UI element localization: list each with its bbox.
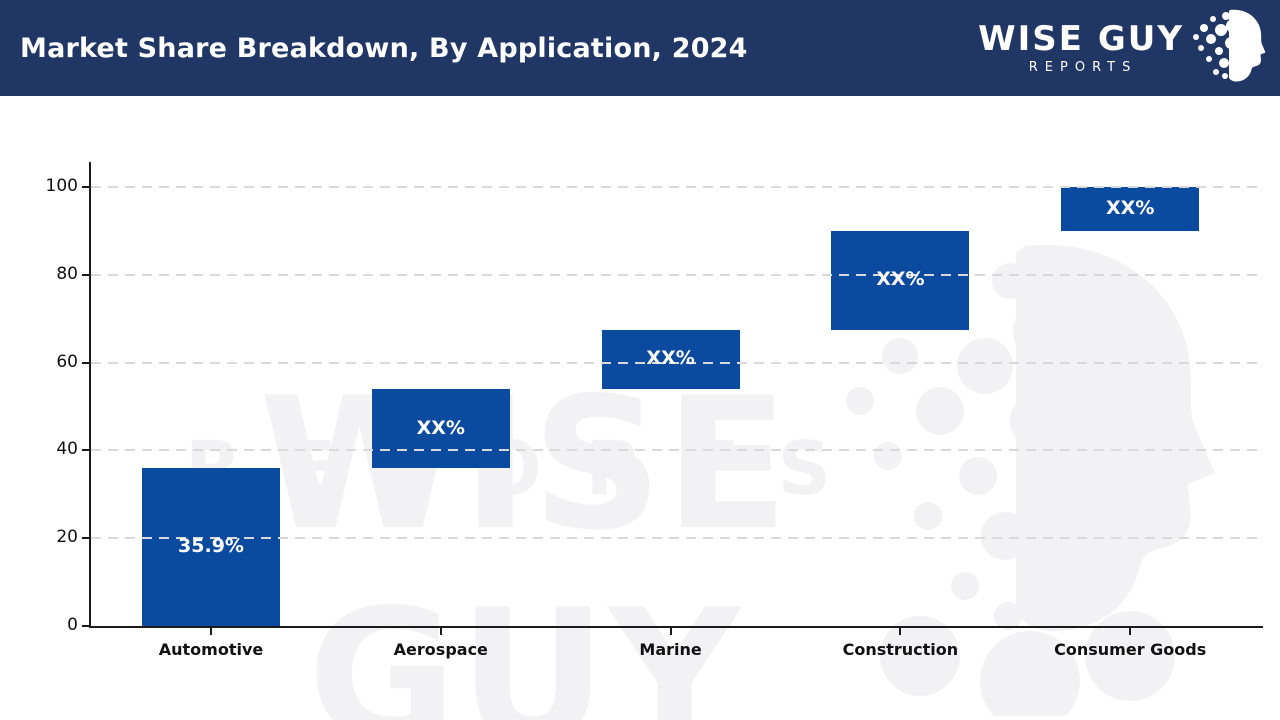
page-title: Market Share Breakdown, By Application, …	[20, 32, 748, 64]
x-axis-category-label: Construction	[842, 640, 959, 659]
x-tick	[899, 628, 902, 635]
bar-consumer-goods	[1061, 187, 1200, 231]
x-tick	[210, 628, 212, 635]
y-tick	[82, 361, 90, 364]
watermark-wordmark: WISE GUY	[259, 358, 791, 720]
y-tick	[82, 186, 90, 188]
gridline-100	[91, 186, 1262, 188]
y-tick	[82, 537, 90, 540]
x-tick	[439, 628, 442, 635]
chart-area: WISE GUY REPORTS 35.9% Automotive XX% Aeros…	[0, 96, 1280, 720]
gridline-60	[91, 361, 1262, 364]
bar-value-label: XX%	[416, 416, 465, 439]
gridline-20	[91, 537, 1262, 540]
logo-text: WISE GUY REPORTS	[978, 22, 1184, 74]
bar-aerospace	[371, 388, 510, 469]
x-tick	[669, 628, 672, 635]
bar-value-label: XX%	[646, 347, 695, 370]
dotted-head-icon	[1193, 9, 1266, 82]
x-axis-category-label: Consumer Goods	[1054, 640, 1207, 659]
y-axis-tick-label: 80	[56, 263, 78, 284]
y-axis-tick-label: 60	[56, 351, 78, 372]
wise-guy-logo: WISE GUY REPORTS	[978, 6, 1266, 90]
y-axis-tick-label: 0	[67, 615, 78, 635]
y-tick	[82, 273, 90, 276]
logo-wordmark: WISE GUY	[978, 19, 1184, 59]
x-axis-category-label: Aerospace	[393, 640, 488, 659]
y-axis-line	[89, 162, 91, 628]
bar-automotive	[142, 468, 280, 626]
header-bar: Market Share Breakdown, By Application, …	[0, 0, 1280, 96]
bar-value-label: XX%	[1106, 196, 1155, 219]
bar-value-label: 35.9%	[178, 535, 244, 558]
x-axis-line	[89, 626, 1263, 628]
gridline-40	[91, 449, 1262, 452]
watermark-head-icon	[846, 244, 1215, 716]
y-tick	[82, 449, 90, 452]
x-axis-category-label: Marine	[639, 640, 702, 659]
y-axis-tick-label: 20	[56, 527, 78, 548]
x-tick	[1129, 628, 1132, 635]
logo-subtitle: REPORTS	[1028, 60, 1138, 75]
y-tick	[82, 625, 90, 627]
bar-construction	[831, 230, 970, 330]
bar-value-label: XX%	[876, 268, 925, 291]
x-axis-category-label: Automotive	[158, 640, 264, 659]
gridline-80	[91, 273, 1262, 276]
y-axis-tick-label: 40	[56, 439, 78, 460]
bar-marine	[601, 329, 740, 389]
y-axis-tick-label: 100	[45, 176, 78, 196]
